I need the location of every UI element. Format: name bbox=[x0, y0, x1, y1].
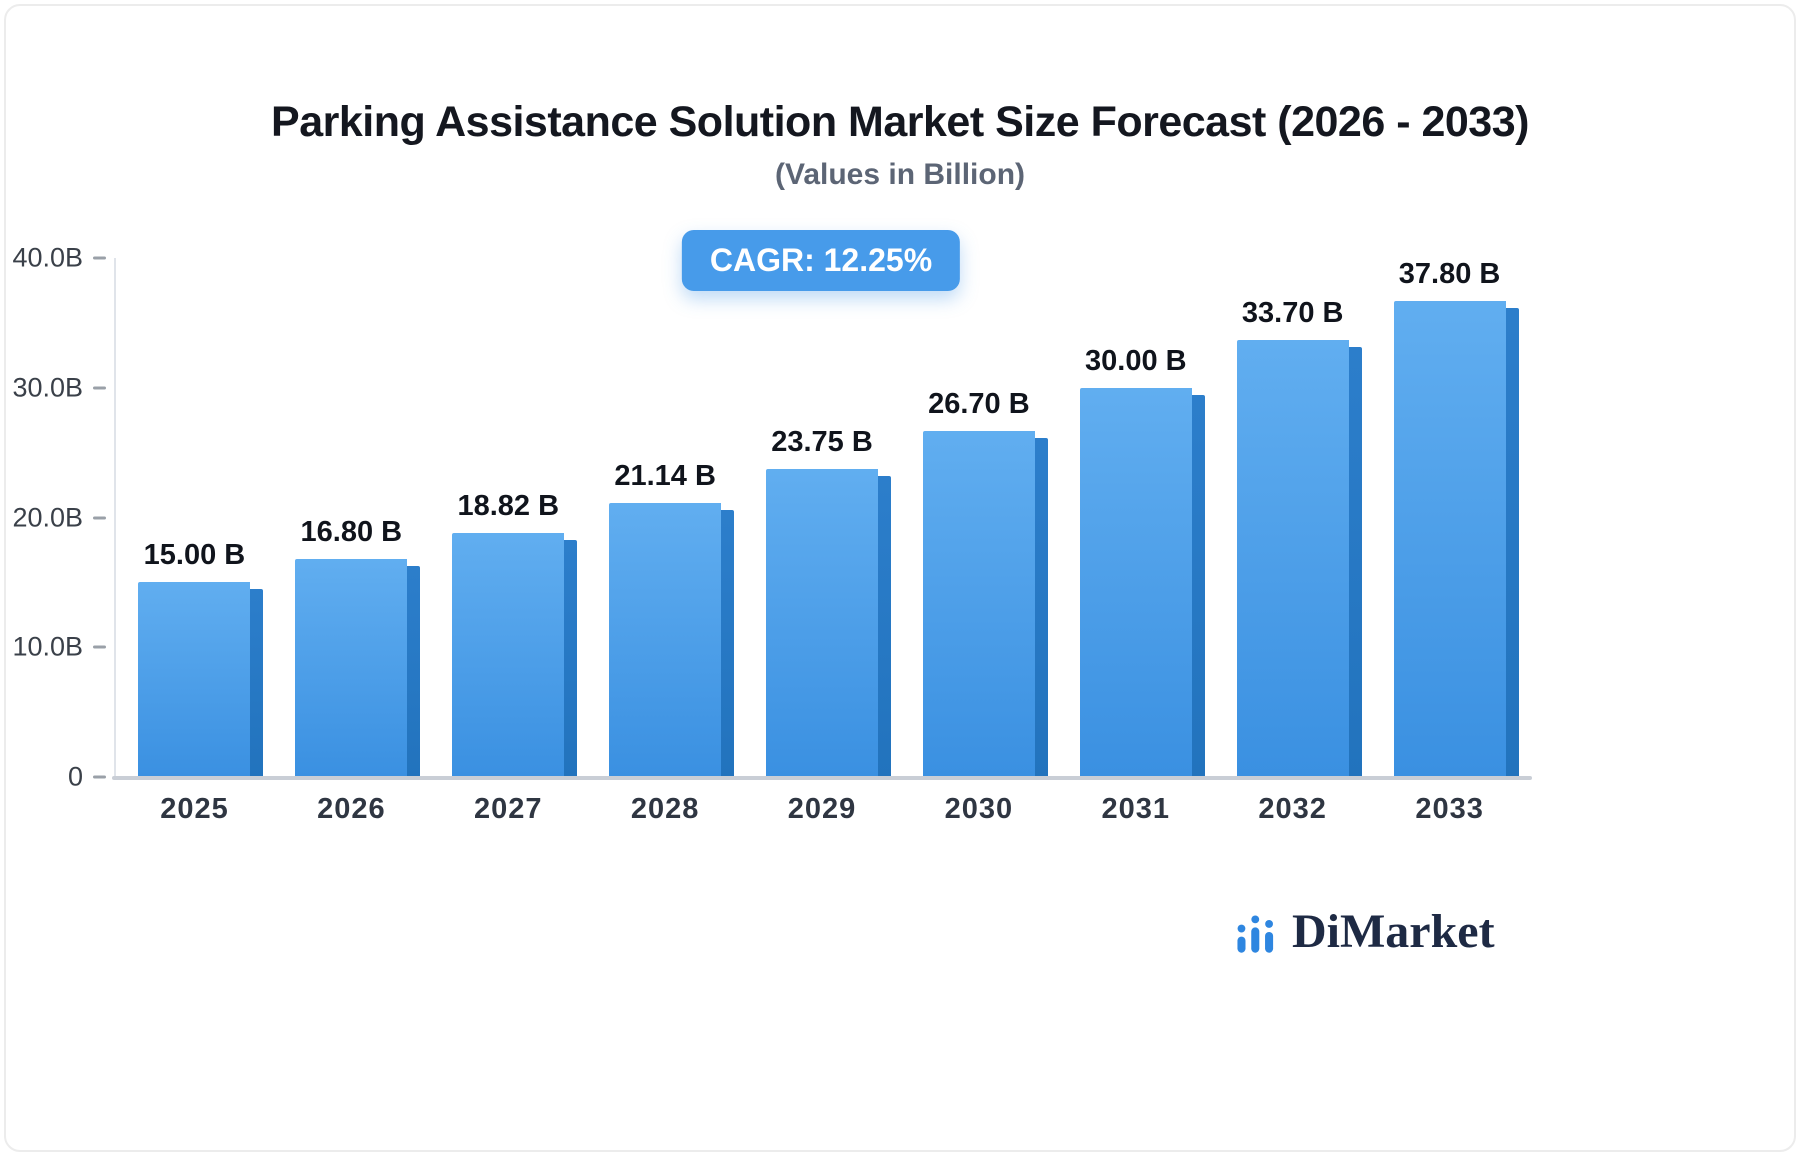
x-axis-label-2030: 2030 bbox=[944, 793, 1014, 825]
x-axis-label-2029: 2029 bbox=[787, 793, 857, 825]
x-axis-label-2031: 2031 bbox=[1101, 793, 1171, 825]
y-tick-label: 30.0B bbox=[12, 372, 83, 403]
y-axis-line bbox=[114, 258, 116, 777]
bar-2031 bbox=[1079, 387, 1205, 777]
bar-value-label: 33.70 B bbox=[1241, 296, 1344, 329]
y-tick-40.0B: 40.0B bbox=[12, 243, 106, 274]
bar-value-label: 15.00 B bbox=[143, 539, 246, 572]
bar-3d-side bbox=[407, 566, 421, 777]
y-tick-mark bbox=[93, 256, 106, 260]
x-axis-label-2027: 2027 bbox=[473, 793, 543, 825]
bar-slot-2029: 23.75 B bbox=[744, 258, 901, 777]
bar-2025 bbox=[138, 582, 264, 777]
chart-subtitle: (Values in Billion) bbox=[774, 158, 1026, 191]
bar-slot-2032: 33.70 B bbox=[1214, 258, 1371, 777]
y-tick-30.0B: 30.0B bbox=[12, 372, 106, 403]
bar-3d-side bbox=[1191, 394, 1205, 777]
y-tick-0: 0 bbox=[68, 762, 106, 793]
cagr-badge: CAGR: 12.25% bbox=[681, 230, 961, 291]
plot-area: 40.0B 30.0B 20.0B 10.0B 0 15.00 B 16.80 B 18.8… bbox=[12, 243, 1532, 825]
y-tick-mark bbox=[93, 645, 106, 649]
bar-value-label: 21.14 B bbox=[614, 459, 716, 492]
x-axis-label-2028: 2028 bbox=[630, 793, 700, 825]
bar-3d-side bbox=[721, 509, 735, 777]
bar-2030 bbox=[922, 430, 1048, 777]
x-axis-label-2025: 2025 bbox=[160, 793, 229, 825]
bar-slot-2030: 26.70 B bbox=[900, 258, 1057, 777]
y-tick-label: 10.0B bbox=[12, 631, 83, 662]
y-tick-mark bbox=[93, 386, 106, 390]
bar-3d-side bbox=[564, 539, 578, 777]
x-axis-label-2032: 2032 bbox=[1258, 793, 1327, 825]
brand-name: DiMarket bbox=[1292, 905, 1495, 958]
bar-slot-2026: 16.80 B bbox=[273, 258, 430, 777]
bar-value-label: 26.70 B bbox=[928, 387, 1030, 420]
bar-slot-2031: 30.00 B bbox=[1057, 258, 1214, 777]
bar-slot-2027: 18.82 B bbox=[430, 258, 587, 777]
bar-slot-2033: 37.80 B bbox=[1371, 258, 1528, 777]
bar-value-label: 23.75 B bbox=[771, 425, 873, 458]
bar-2026 bbox=[295, 559, 421, 777]
x-axis-line bbox=[112, 776, 1532, 780]
x-labels-row: 2025 2026 2027 2028 2029 2030 2031 2032 2033 bbox=[116, 793, 1528, 826]
bar-2027 bbox=[452, 532, 578, 777]
y-tick-20.0B: 20.0B bbox=[12, 502, 106, 533]
bar-2033 bbox=[1393, 301, 1519, 777]
bar-3d-side bbox=[1505, 308, 1519, 777]
y-tick-10.0B: 10.0B bbox=[12, 632, 106, 663]
bars-row: 15.00 B 16.80 B 18.82 B 21.14 B 23.75 B 26.70… bbox=[116, 258, 1528, 777]
chart-card: Parking Assistance Solution Market Size … bbox=[4, 4, 1796, 1152]
bar-2029 bbox=[766, 468, 891, 777]
bar-value-label: 37.80 B bbox=[1398, 258, 1501, 290]
chart-title: Parking Assistance Solution Market Size … bbox=[271, 98, 1529, 146]
y-tick-mark bbox=[93, 775, 106, 779]
bar-slot-2025: 15.00 B bbox=[116, 258, 273, 777]
bar-3d-side bbox=[250, 589, 264, 777]
bar-3d-side bbox=[878, 475, 891, 777]
bar-value-label: 18.82 B bbox=[457, 489, 560, 522]
y-tick-label: 40.0B bbox=[12, 242, 83, 273]
bar-3d-side bbox=[1034, 437, 1048, 777]
bar-value-label: 16.80 B bbox=[300, 516, 403, 549]
y-tick-label: 20.0B bbox=[12, 502, 83, 532]
bar-value-label: 30.00 B bbox=[1085, 344, 1187, 377]
bar-2028 bbox=[609, 502, 735, 777]
bar-slot-2028: 21.14 B bbox=[587, 258, 744, 777]
brand-logo: DiMarket bbox=[1234, 904, 1495, 959]
bar-3d-side bbox=[1348, 346, 1362, 777]
bar-2032 bbox=[1236, 339, 1362, 777]
y-tick-mark bbox=[93, 516, 106, 519]
x-axis-label-2026: 2026 bbox=[317, 793, 386, 825]
x-axis-label-2033: 2033 bbox=[1415, 793, 1484, 825]
bar-chart-logo-icon bbox=[1234, 909, 1280, 955]
y-tick-label: 0 bbox=[67, 761, 83, 792]
